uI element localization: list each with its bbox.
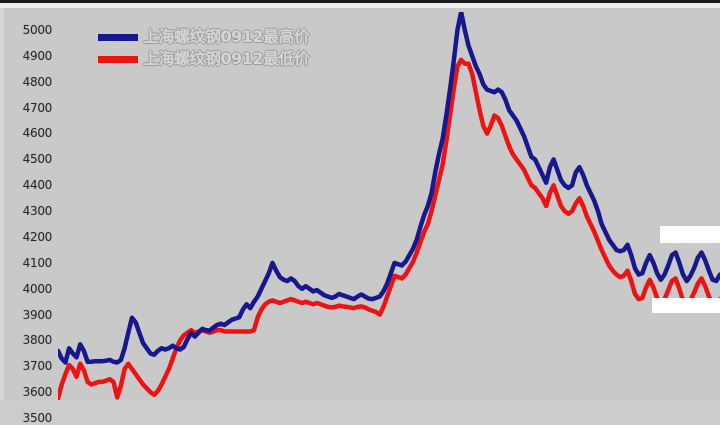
y-axis-tick-label: 4200 xyxy=(22,229,53,244)
price-box-low xyxy=(652,298,720,313)
chart-left-edge xyxy=(0,8,4,400)
y-axis-tick-label: 3500 xyxy=(22,411,53,425)
legend-item-high: 上海螺纹钢0912最高价 xyxy=(98,26,310,48)
y-axis-tick-label: 3900 xyxy=(22,307,53,322)
y-axis-tick-label: 4800 xyxy=(22,74,53,89)
y-axis-tick-label: 5000 xyxy=(22,23,53,37)
y-axis-tick-label: 4400 xyxy=(22,178,53,193)
legend: 上海螺纹钢0912最高价 上海螺纹钢0912最低价 xyxy=(98,26,310,70)
y-axis-tick-label: 4500 xyxy=(22,152,53,167)
legend-swatch-blue-icon xyxy=(98,33,138,41)
legend-label-high: 上海螺纹钢0912最高价 xyxy=(143,27,310,46)
window-top-highlight xyxy=(0,3,720,8)
y-axis-tick-label: 3600 xyxy=(22,385,53,400)
legend-swatch-red-icon xyxy=(98,55,138,63)
window-top-band xyxy=(0,0,720,3)
legend-label-low: 上海螺纹钢0912最低价 xyxy=(143,49,310,68)
y-axis-tick-label: 3700 xyxy=(22,359,53,374)
price-line-chart xyxy=(58,12,720,400)
y-axis-tick-label: 4700 xyxy=(22,100,53,115)
y-axis-tick-label: 3800 xyxy=(22,333,53,348)
y-axis-tick-label: 4100 xyxy=(22,255,53,270)
y-axis-tick-label: 4900 xyxy=(22,48,53,63)
y-axis-tick-label: 4000 xyxy=(22,281,53,296)
price-box-high xyxy=(660,226,720,243)
series-line-low xyxy=(58,57,720,400)
series-line-high xyxy=(58,12,720,365)
y-axis-tick-label: 4300 xyxy=(22,204,53,219)
y-axis: 5000 4900 4800 4700 4600 4500 4400 4300 4200 4100… xyxy=(0,0,58,424)
plot-area xyxy=(58,12,720,400)
y-axis-tick-label: 4600 xyxy=(22,126,53,141)
legend-item-low: 上海螺纹钢0912最低价 xyxy=(98,48,310,70)
